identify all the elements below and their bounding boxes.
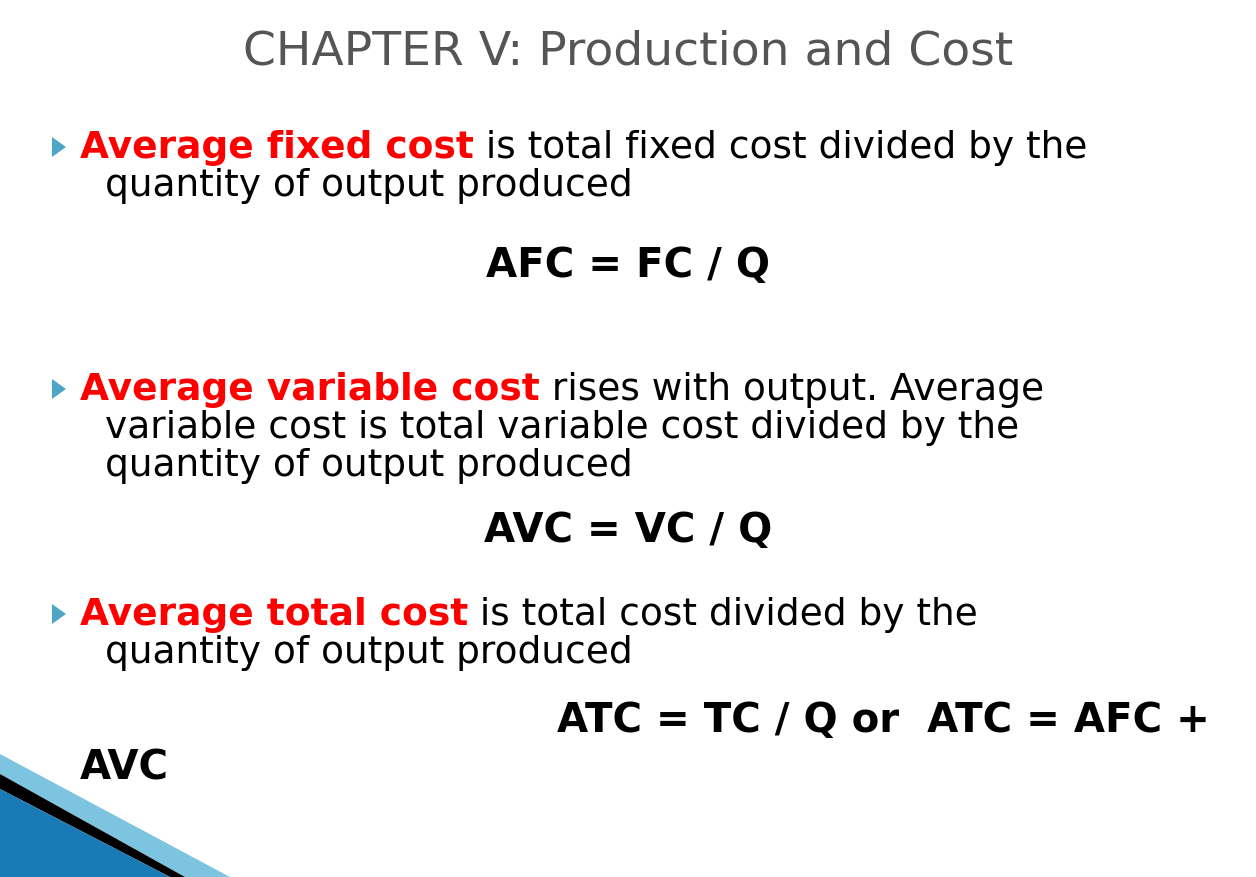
Text: CHAPTER V: Production and Cost: CHAPTER V: Production and Cost — [242, 30, 1014, 75]
Text: AVC = VC / Q: AVC = VC / Q — [484, 510, 772, 551]
Text: quantity of output produced: quantity of output produced — [106, 447, 633, 483]
Text: ATC = TC / Q or  ATC = AFC +: ATC = TC / Q or ATC = AFC + — [558, 700, 1210, 740]
Polygon shape — [0, 789, 170, 877]
Text: Average total cost: Average total cost — [80, 596, 468, 632]
Text: variable cost is total variable cost divided by the: variable cost is total variable cost div… — [106, 410, 1019, 446]
Text: Average variable cost: Average variable cost — [80, 372, 540, 408]
Text: quantity of output produced: quantity of output produced — [106, 168, 633, 203]
Polygon shape — [51, 380, 67, 400]
Polygon shape — [51, 138, 67, 158]
Text: rises with output. Average: rises with output. Average — [540, 372, 1044, 408]
Text: quantity of output produced: quantity of output produced — [106, 634, 633, 670]
Polygon shape — [0, 774, 185, 877]
Text: is total fixed cost divided by the: is total fixed cost divided by the — [474, 130, 1088, 166]
Text: is total cost divided by the: is total cost divided by the — [468, 596, 978, 632]
Text: AVC: AVC — [80, 748, 170, 788]
Text: Average fixed cost: Average fixed cost — [80, 130, 474, 166]
Text: AFC = FC / Q: AFC = FC / Q — [486, 246, 770, 286]
Polygon shape — [51, 604, 67, 624]
Polygon shape — [0, 754, 230, 877]
